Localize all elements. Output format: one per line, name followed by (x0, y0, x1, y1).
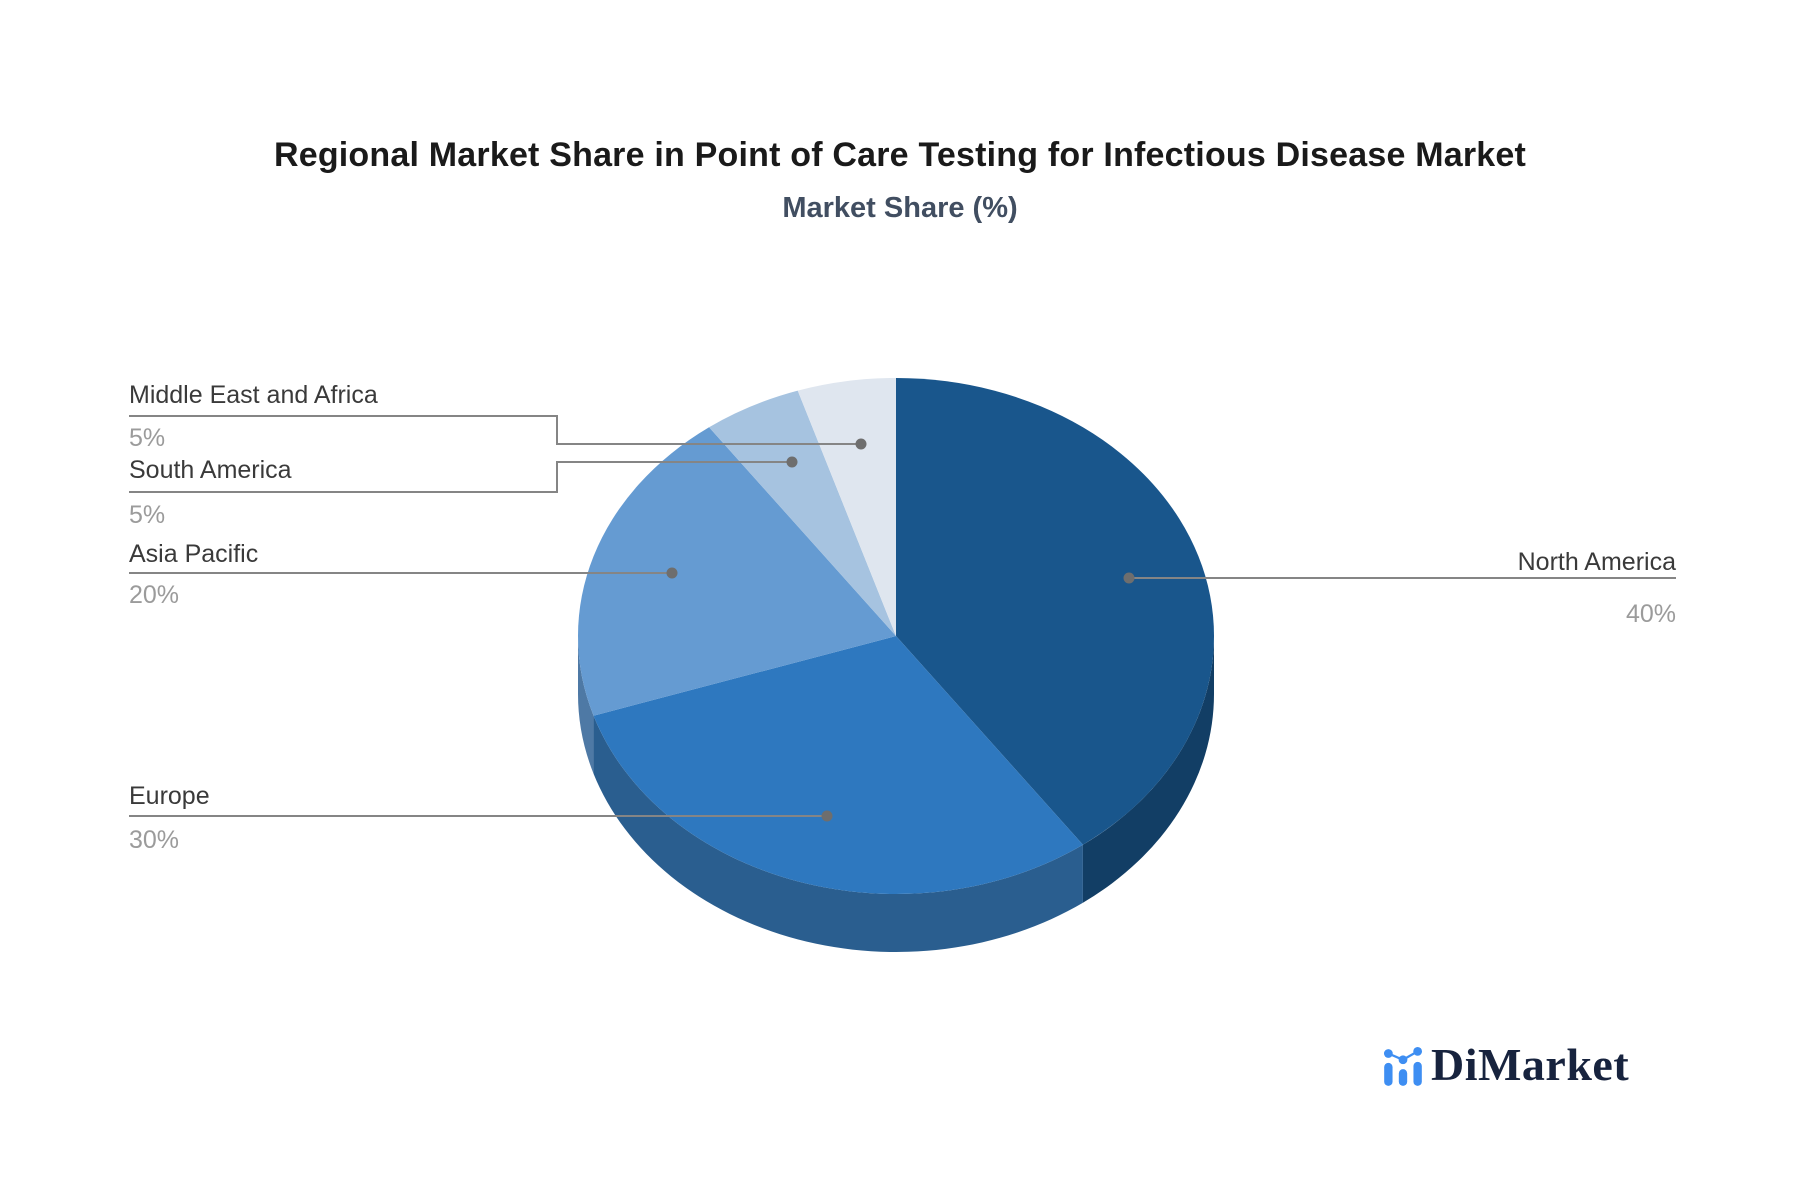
leader-dot-europe (821, 810, 833, 822)
slice-label-europe: Europe (129, 782, 210, 810)
slice-percent-south-america: 5% (129, 501, 166, 529)
chart-subtitle: Market Share (%) (782, 192, 1018, 224)
leader-line-middle-east-and-africa (129, 415, 861, 445)
pie-slice-south-america (709, 390, 896, 636)
pie-slice-side-north-america (1082, 636, 1214, 903)
slice-label-south-america: South America (129, 456, 292, 484)
dimarket-logo: DiMarket (1383, 1042, 1629, 1088)
leader-dot-south-america (786, 456, 798, 468)
pie-slice-side-asia-pacific (578, 636, 594, 774)
pie-slice-side-europe (593, 715, 1083, 953)
pie-slice-north-america (896, 377, 1215, 845)
slice-label-asia-pacific: Asia Pacific (129, 540, 259, 568)
leader-dot-north-america (1123, 572, 1135, 584)
pie-slice-middle-east-and-africa (797, 378, 896, 636)
slice-percent-middle-east-and-africa: 5% (129, 424, 166, 452)
slice-percent-europe: 30% (129, 826, 180, 854)
slice-label-middle-east-and-africa: Middle East and Africa (129, 381, 378, 409)
logo-text: DiMarket (1431, 1039, 1630, 1090)
slice-label-north-america: North America (1517, 548, 1676, 576)
bar-line-chart-icon (1383, 1047, 1423, 1086)
pie-slice-europe (593, 636, 1083, 895)
chart-title: Regional Market Share in Point of Care T… (273, 136, 1527, 174)
pie-slice-asia-pacific (577, 427, 896, 716)
leader-line-south-america (129, 461, 792, 493)
slice-percent-asia-pacific: 20% (129, 581, 180, 609)
leader-dot-asia-pacific (666, 567, 678, 579)
slice-percent-north-america: 40% (1625, 600, 1676, 628)
leader-dot-middle-east-and-africa (855, 438, 867, 450)
